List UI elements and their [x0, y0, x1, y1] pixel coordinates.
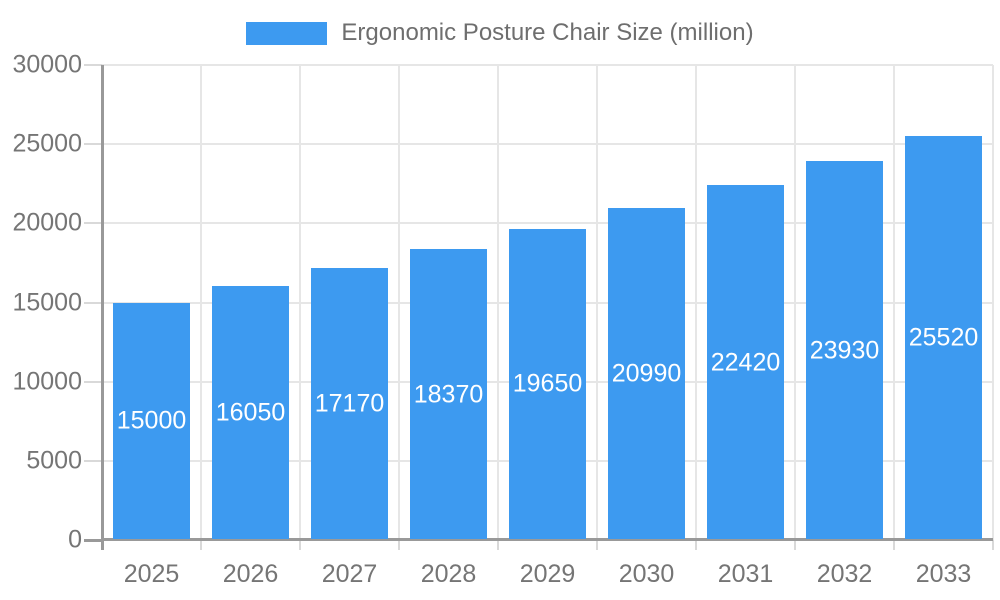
y-axis-label: 5000 — [26, 446, 82, 475]
x-axis-label: 2025 — [123, 560, 180, 588]
x-gridline — [794, 65, 796, 540]
bar-2026[interactable] — [211, 285, 290, 539]
x-axis-label: 2030 — [618, 560, 675, 588]
y-axis-tick — [84, 64, 102, 66]
bar-2029[interactable] — [508, 228, 587, 539]
x-axis-tick — [398, 540, 400, 550]
y-axis-tick — [84, 143, 102, 146]
x-gridline — [200, 65, 202, 540]
x-axis-label: 2029 — [519, 560, 576, 588]
bar-value-label: 18370 — [413, 380, 484, 409]
x-gridline — [299, 65, 301, 540]
bar-value-label: 20990 — [611, 359, 682, 388]
y-axis-tick — [84, 459, 102, 462]
x-axis-tick — [200, 540, 202, 550]
bar-2033[interactable] — [904, 135, 983, 539]
y-axis-tick — [84, 380, 102, 383]
x-axis-tick — [596, 540, 598, 550]
bar-value-label: 19650 — [512, 369, 583, 398]
bar-2032[interactable] — [805, 161, 884, 539]
x-axis-tick — [299, 540, 301, 550]
y-axis-tick — [84, 301, 102, 304]
legend-label: Ergonomic Posture Chair Size (million) — [341, 19, 754, 46]
y-gridline — [102, 222, 993, 225]
x-gridline — [497, 65, 499, 540]
bar-value-label: 16050 — [215, 398, 286, 427]
y-gridline — [102, 64, 993, 66]
y-gridline — [102, 143, 993, 146]
x-gridline — [398, 65, 400, 540]
x-gridline — [695, 65, 697, 540]
bar-value-label: 23930 — [809, 336, 880, 365]
bar-2030[interactable] — [607, 207, 686, 539]
y-axis-label: 30000 — [12, 50, 82, 79]
x-axis-baseline — [102, 538, 993, 541]
y-axis-label: 15000 — [12, 288, 82, 316]
bar-2028[interactable] — [409, 249, 488, 539]
x-axis-label: 2028 — [420, 560, 477, 588]
y-axis-line — [100, 65, 104, 540]
bar-2027[interactable] — [310, 268, 389, 539]
bar-value-label: 15000 — [116, 406, 187, 435]
legend-swatch — [246, 21, 328, 45]
y-axis-label: 10000 — [12, 367, 82, 396]
bar-value-label: 17170 — [314, 389, 385, 418]
y-axis-label: 0 — [68, 525, 82, 554]
bar-value-label: 25520 — [908, 323, 979, 352]
legend[interactable]: Ergonomic Posture Chair Size (million) — [0, 19, 1000, 47]
x-axis-tick — [794, 540, 796, 550]
x-axis-label: 2031 — [717, 560, 774, 588]
y-axis-label: 25000 — [12, 129, 82, 158]
x-axis-label: 2032 — [816, 560, 873, 588]
x-axis-tick — [100, 540, 104, 550]
x-axis-label: 2027 — [321, 560, 378, 588]
x-gridline — [992, 65, 994, 540]
x-axis-tick — [992, 540, 994, 550]
x-gridline — [893, 65, 895, 540]
x-axis-tick — [893, 540, 895, 550]
bar-2031[interactable] — [706, 185, 785, 539]
x-axis-tick — [497, 540, 499, 550]
x-axis-label: 2026 — [222, 560, 279, 588]
x-axis-tick — [695, 540, 697, 550]
bar-2025[interactable] — [112, 302, 191, 539]
bar-value-label: 22420 — [710, 348, 781, 376]
y-axis-tick — [84, 538, 102, 542]
x-axis-label: 2033 — [915, 560, 972, 588]
y-axis-tick — [84, 222, 102, 225]
x-gridline — [596, 65, 598, 540]
y-axis-label: 20000 — [12, 208, 82, 237]
